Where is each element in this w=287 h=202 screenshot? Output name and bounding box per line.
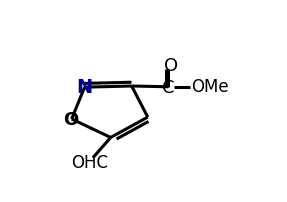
Text: O: O xyxy=(63,111,78,129)
Text: N: N xyxy=(77,78,93,96)
Text: C: C xyxy=(162,78,174,96)
Text: O: O xyxy=(164,57,178,75)
Text: OHC: OHC xyxy=(71,153,108,171)
Text: OMe: OMe xyxy=(191,78,229,96)
